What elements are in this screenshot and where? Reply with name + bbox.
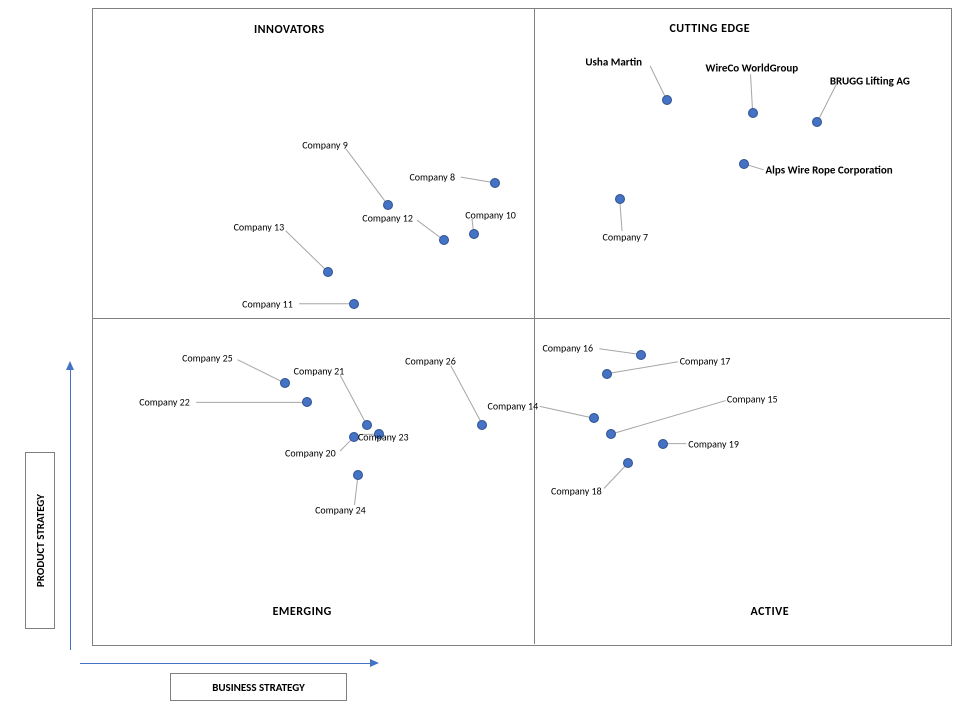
data-label-c26: Company 26 [405, 354, 456, 367]
data-label-c21: Company 21 [294, 364, 345, 377]
data-label-c12: Company 12 [362, 211, 413, 224]
data-point-usha [662, 95, 672, 105]
data-point-c10 [469, 229, 479, 239]
quadrant-x-axis [92, 318, 950, 319]
data-label-c24: Company 24 [315, 504, 366, 517]
data-label-c14: Company 14 [488, 399, 539, 412]
data-label-c22: Company 22 [139, 396, 190, 409]
business-arrow-head [370, 659, 379, 667]
data-point-c15 [606, 429, 616, 439]
product-strategy-text: PRODUCT STRATEGY [34, 494, 47, 587]
data-label-c23: Company 23 [358, 431, 409, 444]
data-point-c11 [349, 299, 359, 309]
data-point-c9 [383, 200, 393, 210]
data-label-brugg: BRUGG Lifting AG [830, 75, 910, 88]
data-label-c15: Company 15 [727, 393, 778, 406]
data-label-c7: Company 7 [603, 230, 649, 243]
data-label-c13: Company 13 [234, 221, 285, 234]
product-arrow [70, 370, 71, 650]
business-strategy-text: BUSINESS STRATEGY [212, 681, 305, 694]
data-point-c16 [636, 350, 646, 360]
data-point-c12 [439, 235, 449, 245]
data-point-c14 [589, 413, 599, 423]
quadrant-label-active: ACTIVE [750, 605, 789, 619]
data-label-c18: Company 18 [551, 485, 602, 498]
data-label-usha: Usha Martin [585, 56, 642, 69]
quadrant-label-cutting-edge: CUTTING EDGE [669, 22, 750, 36]
plot-area [92, 8, 952, 646]
data-point-c17 [602, 369, 612, 379]
quadrant-y-axis [534, 8, 535, 644]
data-label-c19: Company 19 [688, 437, 739, 450]
data-point-c7 [615, 194, 625, 204]
data-point-c21 [362, 420, 372, 430]
data-point-c18 [623, 458, 633, 468]
quadrant-chart: INNOVATORS CUTTING EDGE EMERGING ACTIVE … [0, 0, 960, 720]
data-point-c24 [353, 470, 363, 480]
quadrant-label-innovators: INNOVATORS [254, 23, 325, 37]
product-arrow-head [66, 361, 74, 370]
data-point-c8 [490, 178, 500, 188]
data-label-c20: Company 20 [285, 447, 336, 460]
data-label-alps: Alps Wire Rope Corporation [766, 164, 893, 177]
quadrant-label-emerging: EMERGING [273, 605, 332, 619]
business-strategy-label: BUSINESS STRATEGY [170, 673, 347, 701]
data-label-c9: Company 9 [302, 138, 348, 151]
data-label-wireco: WireCo WorldGroup [705, 62, 798, 75]
data-label-c16: Company 16 [542, 342, 593, 355]
data-label-c8: Company 8 [409, 170, 455, 183]
data-point-c25 [280, 378, 290, 388]
data-label-c17: Company 17 [680, 354, 731, 367]
data-point-wireco [748, 108, 758, 118]
data-point-c22 [302, 397, 312, 407]
data-label-c10: Company 10 [465, 208, 516, 221]
data-point-c26 [477, 420, 487, 430]
data-point-c13 [323, 267, 333, 277]
data-label-c25: Company 25 [182, 351, 233, 364]
data-label-c11: Company 11 [242, 297, 293, 310]
product-strategy-label: PRODUCT STRATEGY [25, 452, 55, 629]
data-point-alps [739, 159, 749, 169]
data-point-c19 [658, 439, 668, 449]
business-arrow [80, 663, 370, 664]
data-point-brugg [812, 117, 822, 127]
